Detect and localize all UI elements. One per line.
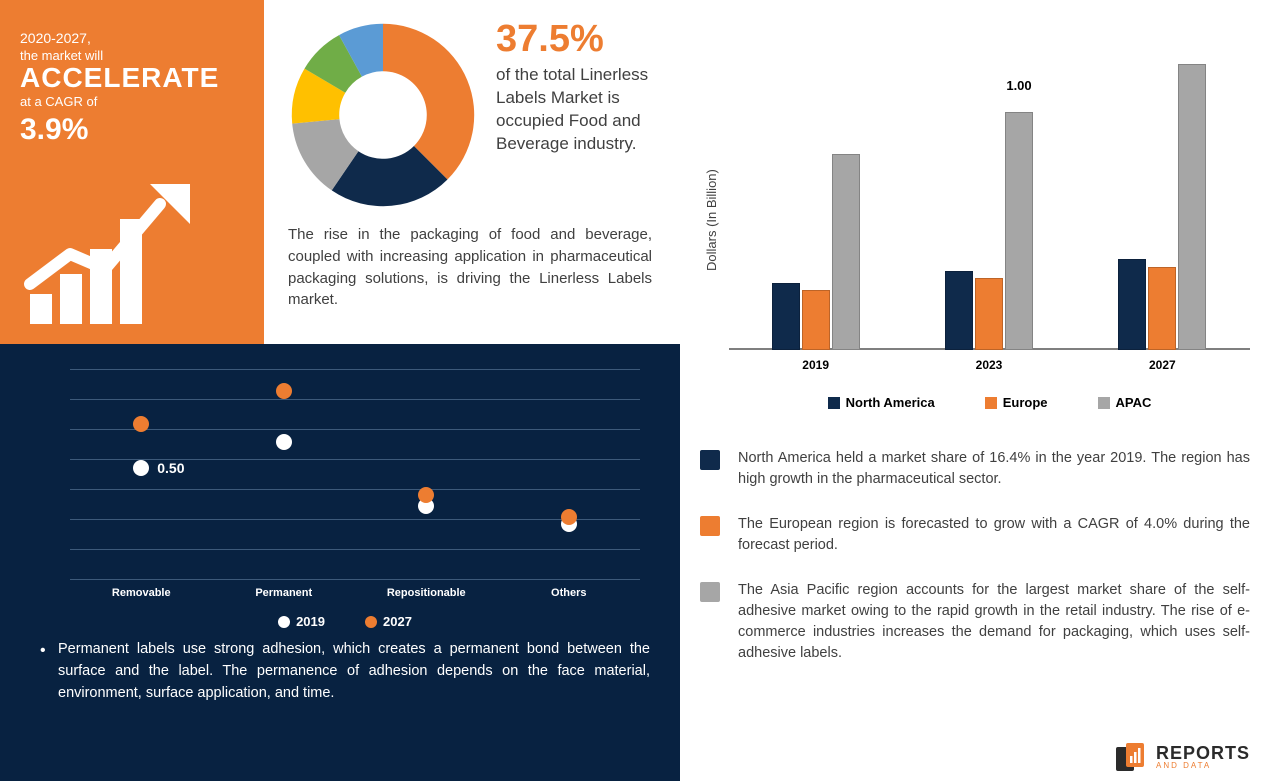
bar-legend-item: Europe — [985, 395, 1048, 410]
dot-category-label: Others — [551, 587, 586, 599]
bar-rect — [1118, 259, 1146, 350]
dot-legend-item: 2019 — [278, 614, 325, 629]
dot-caption: Permanent labels use strong adhesion, wh… — [40, 639, 650, 704]
dot-value-label: 0.50 — [157, 460, 184, 476]
bar-value-label: 1.00 — [1006, 78, 1031, 93]
region-bar-chart: Dollars (In Billion) 2019 2023 2027 1.00 Nor… — [700, 20, 1250, 420]
bar-group — [945, 112, 1033, 350]
grid-line — [70, 579, 640, 580]
region-swatch-icon — [700, 516, 720, 536]
donut-caption: The rise in the packaging of food and be… — [288, 224, 652, 311]
logo-main: REPORTS — [1156, 744, 1250, 762]
grid-line — [70, 549, 640, 550]
dot-marker — [561, 509, 577, 525]
legend-label: 2019 — [296, 614, 325, 629]
region-text: North America held a market share of 16.… — [738, 448, 1250, 490]
grid-line — [70, 459, 640, 460]
bar-rect — [772, 283, 800, 350]
bar-rect — [802, 290, 830, 350]
region-note: The Asia Pacific region accounts for the… — [700, 580, 1250, 664]
legend-label: APAC — [1116, 395, 1152, 410]
grid-line — [70, 399, 640, 400]
legend-swatch-icon — [365, 616, 377, 628]
bar-year-label: 2019 — [802, 358, 829, 372]
dot-category-label: Repositionable — [387, 587, 466, 599]
grid-line — [70, 489, 640, 490]
bar-legend-item: APAC — [1098, 395, 1152, 410]
dot-legend-item: 2027 — [365, 614, 412, 629]
dot-marker — [276, 434, 292, 450]
bar-year-label: 2027 — [1149, 358, 1176, 372]
donut-row: 37.5% of the total Linerless Labels Mark… — [288, 20, 652, 210]
legend-swatch-icon — [1098, 397, 1110, 409]
headline-text: of the total Linerless Labels Market is … — [496, 64, 652, 156]
dot-category-label: Removable — [112, 587, 171, 599]
region-swatch-icon — [700, 450, 720, 470]
bar-rect — [945, 271, 973, 350]
donut-block: 37.5% of the total Linerless Labels Mark… — [264, 0, 680, 344]
dot-grid — [70, 369, 640, 579]
accel-subtitle: the market will — [20, 48, 244, 63]
region-text: The European region is forecasted to gro… — [738, 514, 1250, 556]
top-row: 2020-2027, the market will ACCELERATE at… — [0, 0, 680, 344]
bar-rect — [1005, 112, 1033, 350]
region-text: The Asia Pacific region accounts for the… — [738, 580, 1250, 664]
bar-rect — [975, 278, 1003, 350]
bar-year-label: 2023 — [976, 358, 1003, 372]
bar-legend: North America Europe APAC — [729, 395, 1250, 410]
logo-row: REPORTS AND DATA — [700, 729, 1250, 771]
region-note: The European region is forecasted to gro… — [700, 514, 1250, 556]
region-note: North America held a market share of 16.… — [700, 448, 1250, 490]
legend-swatch-icon — [828, 397, 840, 409]
adhesion-dot-chart: Removable Permanent Repositionable Others 0.… — [40, 369, 650, 629]
logo-text: REPORTS AND DATA — [1156, 744, 1250, 770]
legend-swatch-icon — [985, 397, 997, 409]
logo-icon — [1116, 743, 1150, 771]
growth-arrow-icon — [20, 157, 244, 334]
donut-slice — [383, 24, 474, 180]
bar-ylabel: Dollars (In Billion) — [700, 20, 723, 420]
dot-legend: 2019 2027 — [40, 614, 650, 629]
accel-cagr-value: 3.9% — [20, 113, 244, 147]
accel-years: 2020-2027, — [20, 30, 244, 46]
grid-line — [70, 429, 640, 430]
right-column: Dollars (In Billion) 2019 2023 2027 1.00 Nor… — [680, 0, 1280, 781]
donut-headline: 37.5% of the total Linerless Labels Mark… — [496, 20, 652, 156]
dot-marker — [133, 460, 149, 476]
bar-rect — [1178, 64, 1206, 350]
region-swatch-icon — [700, 582, 720, 602]
grid-line — [70, 519, 640, 520]
dot-marker — [133, 416, 149, 432]
accel-at: at a CAGR of — [20, 94, 244, 109]
accelerate-card: 2020-2027, the market will ACCELERATE at… — [0, 0, 264, 344]
dot-marker — [418, 487, 434, 503]
adhesion-dot-panel: Removable Permanent Repositionable Others 0.… — [0, 344, 680, 781]
bar-group — [1118, 64, 1206, 350]
legend-label: Europe — [1003, 395, 1048, 410]
left-column: 2020-2027, the market will ACCELERATE at… — [0, 0, 680, 781]
accel-headline: ACCELERATE — [20, 63, 244, 92]
bar-plot-area: 2019 2023 2027 1.00 North America Europe APAC — [729, 20, 1250, 420]
region-notes: North America held a market share of 16.… — [700, 448, 1250, 664]
dot-category-label: Permanent — [255, 587, 312, 599]
market-share-donut — [288, 20, 478, 210]
legend-swatch-icon — [278, 616, 290, 628]
legend-label: 2027 — [383, 614, 412, 629]
dot-marker — [276, 383, 292, 399]
bar-group — [772, 154, 860, 350]
bar-rect — [1148, 267, 1176, 350]
bar-rect — [832, 154, 860, 350]
bar-legend-item: North America — [828, 395, 935, 410]
headline-percent: 37.5% — [496, 20, 652, 58]
logo-sub: AND DATA — [1156, 762, 1250, 770]
legend-label: North America — [846, 395, 935, 410]
grid-line — [70, 369, 640, 370]
